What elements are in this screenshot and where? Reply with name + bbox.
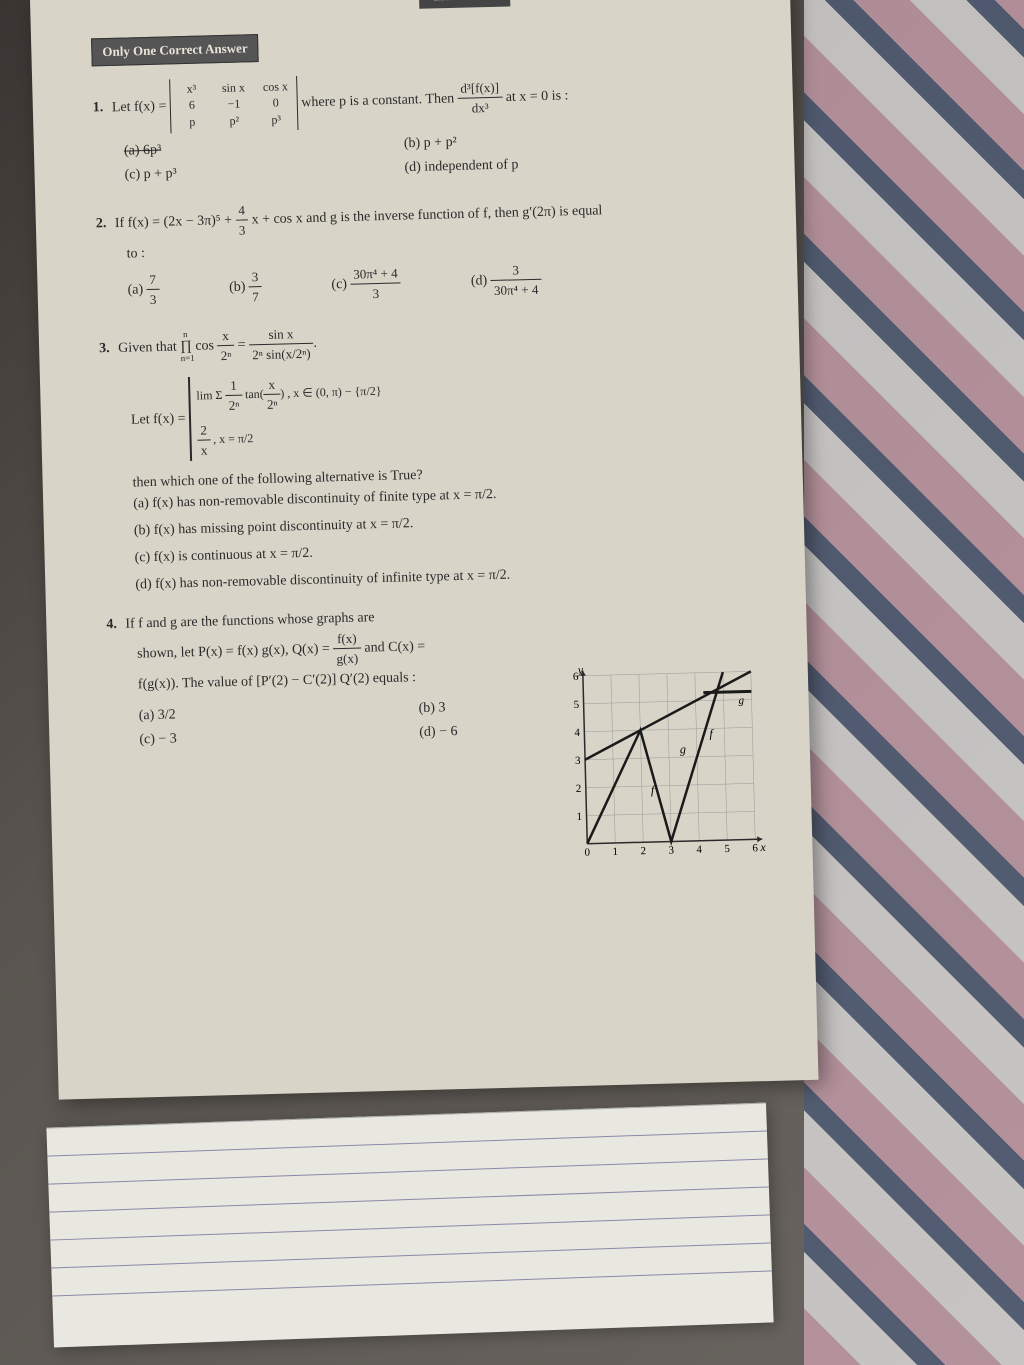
svg-text:2: 2 xyxy=(640,845,646,857)
notebook xyxy=(46,1103,773,1348)
svg-text:g: g xyxy=(738,695,744,707)
svg-text:x: x xyxy=(759,840,766,854)
svg-text:2: 2 xyxy=(576,783,582,795)
q1-opt-a: (a) 6p³ xyxy=(124,137,245,161)
q1-options: (a) 6p³ (b) p + p² (c) p + p³ (d) indepe… xyxy=(94,124,755,186)
q1-opt-c: (c) p + p³ xyxy=(124,161,245,185)
q4-opt-b: (b) 3 xyxy=(418,695,539,719)
q1-number: 1. xyxy=(93,100,104,115)
q4-opt-d: (d) − 6 xyxy=(419,719,540,743)
q4-text3: and C(x) = xyxy=(364,639,425,656)
svg-text:1: 1 xyxy=(576,811,582,823)
q1-lead: Let f(x) = xyxy=(112,98,167,114)
q1-opt-b: (b) p + p² xyxy=(404,130,525,154)
q2-opt-c: (c) 30π⁴ + 43 xyxy=(331,263,402,305)
q2-opt-a: (a) 73 xyxy=(127,270,160,311)
q3-given: Given that xyxy=(118,339,177,356)
q2-frac: 43 xyxy=(235,200,249,240)
q1-determinant: x³sin xcos x 6−10 pp²p³ xyxy=(169,76,298,134)
q1-opt-d: (d) independent of p xyxy=(404,154,525,178)
svg-text:4: 4 xyxy=(696,844,702,856)
q4-number: 4. xyxy=(106,617,117,632)
q1-derivative: d³[f(x)] dx³ xyxy=(457,77,503,118)
svg-text:5: 5 xyxy=(573,699,579,711)
q3-piecewise: lim Σ 12ⁿ tan(x2ⁿ) , x ∈ (0, π) − {π/2} … xyxy=(188,372,383,461)
question-2: 2. If f(x) = (2x − 3π)⁵ + 43 x + cos x a… xyxy=(95,187,758,311)
svg-text:6: 6 xyxy=(573,671,579,683)
svg-text:5: 5 xyxy=(724,843,730,855)
q3-number: 3. xyxy=(99,341,110,356)
question-3: 3. Given that n ∏ cos n=1 x2ⁿ = sin x2ⁿ … xyxy=(99,312,766,596)
q3-let: Let f(x) = xyxy=(131,411,186,427)
section-badge: Only One Correct Answer xyxy=(91,34,259,66)
q4-opt-a: (a) 3/2 xyxy=(138,702,259,726)
q2-text2: x + cos x and g is the inverse function … xyxy=(251,203,602,227)
question-1: 1. Let f(x) = x³sin xcos x 6−10 pp²p³ wh… xyxy=(92,64,755,187)
svg-text:1: 1 xyxy=(612,846,618,858)
q4-graph: f g f g y x 0 1 2 3 4 5 6 1 2 3 4 5 6 xyxy=(553,661,768,866)
q4-opt-c: (c) − 3 xyxy=(139,726,260,750)
svg-text:g: g xyxy=(680,742,686,756)
q2-number: 2. xyxy=(96,216,107,231)
question-4: 4. If f and g are the functions whose gr… xyxy=(106,603,529,751)
q1-tail2: at x = 0 is : xyxy=(506,88,569,105)
svg-text:4: 4 xyxy=(574,727,580,739)
svg-text:6: 6 xyxy=(752,842,758,854)
q4-options: (a) 3/2 (b) 3 (c) − 3 (d) − 6 xyxy=(109,695,530,751)
exercise-tab: EXERCISE xyxy=(418,0,510,9)
background-bedding xyxy=(804,0,1024,1365)
q2-text1: If f(x) = (2x − 3π)⁵ + xyxy=(115,213,233,231)
q1-tail1: where p is a constant. Then xyxy=(301,91,454,110)
q2-opt-d: (d) 330π⁴ + 4 xyxy=(470,260,541,302)
exam-page: EXERCISE Only One Correct Answer 1. Let … xyxy=(30,0,819,1100)
svg-text:3: 3 xyxy=(668,844,674,856)
q4-text2: shown, let P(x) = f(x) g(x), Q(x) = xyxy=(137,641,330,661)
q2-opt-b: (b) 37 xyxy=(229,267,262,308)
svg-text:0: 0 xyxy=(584,847,590,859)
svg-text:3: 3 xyxy=(575,755,581,767)
